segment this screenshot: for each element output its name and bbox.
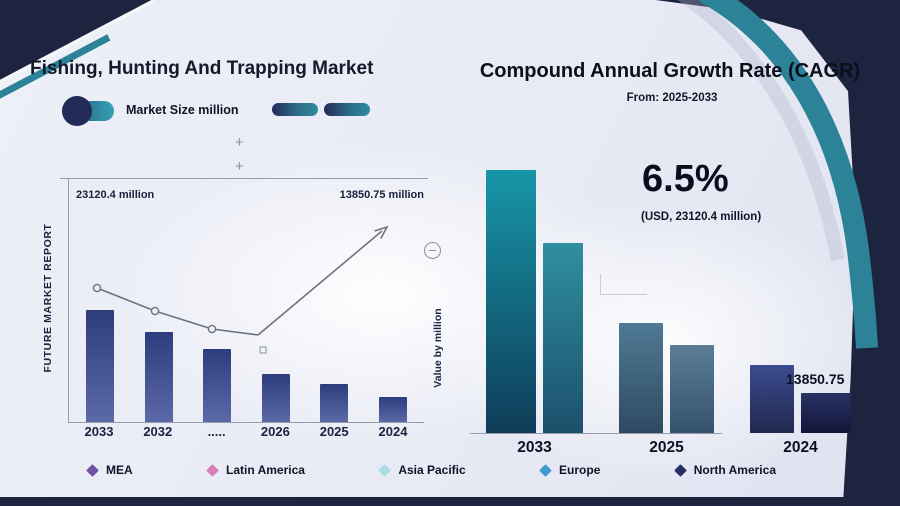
- diamond-icon: [673, 463, 687, 477]
- market-size-bar: [203, 349, 232, 422]
- gradient-pill-accent: [324, 103, 370, 116]
- left-x-axis-label: 2033: [84, 424, 114, 439]
- right-x-axis-label: 2033: [517, 439, 552, 456]
- market-size-bar: [378, 397, 407, 422]
- left-chart-title: Fishing, Hunting And Trapping Market: [30, 58, 374, 79]
- left-y-axis-label: FUTURE MARKET REPORT: [42, 223, 54, 373]
- cagr-value: 6.5%: [642, 158, 729, 200]
- left-x-axis-label: 2026: [260, 424, 290, 439]
- plus-icon: +: [235, 134, 244, 151]
- market-bar-column: [136, 332, 182, 422]
- market-bar-column: [194, 349, 240, 422]
- legend-label: Asia Pacific: [398, 463, 466, 477]
- annotation-start-value: 23120.4 million: [76, 189, 155, 201]
- cagr-bar-group: [750, 365, 851, 433]
- cagr-bar: [619, 323, 663, 433]
- legend-item-europe: Europe: [539, 463, 601, 477]
- diamond-icon: [378, 463, 392, 477]
- cagr-bar: [543, 243, 583, 433]
- bar-value-label: 13850.75: [786, 371, 845, 387]
- right-x-axis-label: 2025: [649, 439, 684, 456]
- annotation-end-value: 13850.75 million: [339, 189, 424, 201]
- bracket-accent: [600, 274, 647, 295]
- right-x-axis: 2033 2025 2024: [472, 439, 876, 457]
- cagr-bar-group: [486, 170, 583, 433]
- market-size-chart: 23120.4 million 13850.75 million: [60, 178, 428, 423]
- legend-label: Latin America: [226, 463, 305, 477]
- left-x-axis-label: 2024: [378, 424, 408, 439]
- market-bar-column: [311, 384, 357, 422]
- diamond-icon: [86, 463, 99, 477]
- left-x-axis-label: 2032: [143, 424, 173, 439]
- cagr-bar: [486, 170, 536, 433]
- market-size-plot-area: [68, 179, 424, 423]
- market-size-bar: [86, 310, 114, 422]
- diamond-icon: [206, 463, 219, 477]
- legend-item-latin-america: Latin America: [206, 463, 305, 477]
- left-x-axis: 2033 2032..... 2026 2025 2024: [68, 424, 424, 439]
- legend-item-asia-pacific: Asia Pacific: [378, 463, 466, 477]
- legend-label: Europe: [559, 463, 601, 477]
- market-size-bar: [320, 384, 349, 422]
- right-x-axis-label: 2024: [783, 439, 818, 456]
- region-legend: MEA Latin America Asia Pacific Europe North …: [86, 463, 776, 477]
- legend-item-north-america: North America: [673, 463, 776, 477]
- right-y-axis-label: Value by million: [432, 308, 444, 388]
- cagr-title: Compound Annual Growth Rate (CAGR): [479, 60, 861, 82]
- cagr-chart: [472, 162, 876, 433]
- legend-label: North America: [693, 463, 776, 477]
- diamond-icon: [539, 463, 552, 477]
- cagr-bar: [750, 365, 794, 433]
- legend-label: MEA: [106, 463, 133, 477]
- cagr-subtitle: From: 2025-2033: [626, 92, 718, 104]
- market-bar-column: [253, 374, 299, 422]
- plus-icon: +: [235, 158, 244, 175]
- gradient-pill-accent: [272, 103, 318, 116]
- minus-circle-icon: [424, 242, 441, 259]
- market-size-legend-label: Market Size million: [126, 103, 239, 117]
- database-icon-navy-part: [62, 96, 92, 126]
- left-x-axis-label: .....: [207, 424, 226, 439]
- bottom-accent-bar: [0, 497, 900, 506]
- legend-item-mea: MEA: [86, 463, 133, 477]
- market-size-bar: [261, 374, 290, 422]
- market-bar-column: [77, 310, 123, 422]
- left-x-axis-label: 2025: [319, 424, 349, 439]
- cagr-axis-line: [470, 433, 722, 434]
- market-bar-column: [370, 397, 416, 422]
- cagr-bar: [801, 393, 851, 433]
- market-size-bar: [144, 332, 173, 422]
- cagr-bar: [670, 345, 714, 433]
- cagr-note: (USD, 23120.4 million): [641, 211, 762, 223]
- database-icon: [62, 96, 114, 126]
- cagr-bar-group: [619, 323, 714, 433]
